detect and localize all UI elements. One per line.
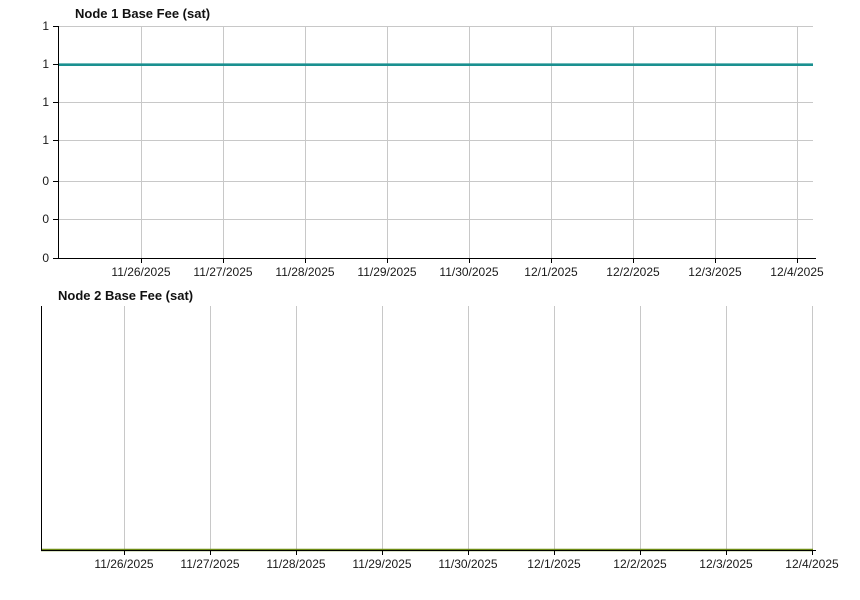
x-tick-label: 12/3/2025 — [688, 265, 742, 279]
x-tick-label: 12/1/2025 — [524, 265, 578, 279]
x-tick-label: 12/4/2025 — [785, 557, 839, 571]
y-tick-label: 1 — [42, 19, 49, 33]
x-tick-label: 11/30/2025 — [438, 557, 497, 571]
y-tick-label: 1 — [42, 95, 49, 109]
y-tick-label: 0 — [42, 174, 49, 188]
x-tick-label: 12/3/2025 — [699, 557, 753, 571]
y-tick-label: 1 — [42, 57, 49, 71]
x-tick-label: 11/28/2025 — [275, 265, 334, 279]
chart-title-node-2: Node 2 Base Fee (sat) — [58, 288, 194, 303]
x-tick-label: 11/27/2025 — [193, 265, 252, 279]
x-tick-label: 11/28/2025 — [266, 557, 325, 571]
x-tick-label: 12/2/2025 — [606, 265, 660, 279]
x-tick-label: 12/4/2025 — [770, 265, 824, 279]
chart-title-node-1: Node 1 Base Fee (sat) — [75, 6, 211, 21]
chart-panel-node-2: Node 2 Base Fee (sat) 11/26/2025 11/27/20… — [0, 282, 860, 600]
chart-panel-node-1: Node 1 Base Fee (sat) 1 1 1 1 0 0 0 11/26/2025 1… — [0, 0, 860, 282]
x-tick-label: 11/29/2025 — [352, 557, 411, 571]
x-tick-label: 11/30/2025 — [439, 265, 498, 279]
y-tick-label: 0 — [42, 251, 49, 265]
plot-area-node-2: 11/26/2025 11/27/2025 11/28/2025 11/29/2025… — [40, 306, 839, 571]
y-tick-label: 1 — [42, 133, 49, 147]
x-tick-label: 11/26/2025 — [111, 265, 170, 279]
x-tick-label: 11/29/2025 — [357, 265, 416, 279]
plot-area-node-1: 1 1 1 1 0 0 0 11/26/2025 11/27/2025 11/28/2025 11/… — [42, 19, 824, 279]
x-tick-label: 11/27/2025 — [180, 557, 239, 571]
x-tick-label: 12/1/2025 — [527, 557, 581, 571]
x-tick-label: 12/2/2025 — [613, 557, 667, 571]
x-tick-label: 11/26/2025 — [94, 557, 153, 571]
y-tick-label: 0 — [42, 212, 49, 226]
